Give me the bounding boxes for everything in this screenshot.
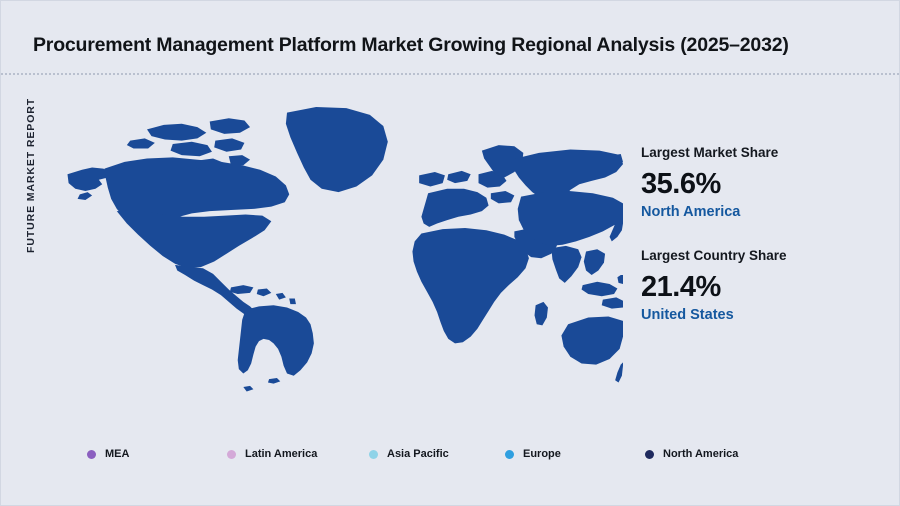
legend-dot-icon xyxy=(645,449,654,459)
region-central-east-asia xyxy=(517,191,623,246)
world-map xyxy=(63,87,623,407)
region-russia-northern-asia xyxy=(511,149,623,202)
legend-item[interactable]: Latin America xyxy=(227,448,317,460)
region-australia xyxy=(561,316,623,365)
statistics-panel: Largest Market Share 35.6% North America… xyxy=(641,145,881,323)
title-divider xyxy=(1,73,899,75)
stat-label: Largest Market Share xyxy=(641,145,779,160)
stat-label: Largest Country Share xyxy=(641,248,787,264)
legend-item[interactable]: Europe xyxy=(505,448,561,460)
source-watermark-label: FUTURE MARKET REPORT xyxy=(25,97,37,253)
region-south-america xyxy=(237,305,314,376)
region-greenland xyxy=(285,107,388,193)
legend-label: Europe xyxy=(523,448,561,460)
region-southeast-asia xyxy=(583,249,606,275)
world-map-svg xyxy=(67,107,623,392)
region-scandinavia xyxy=(481,145,524,178)
legend-label: Latin America xyxy=(245,448,318,460)
region-europe xyxy=(421,170,515,227)
region-japan xyxy=(609,214,623,242)
legend-item[interactable]: MEA xyxy=(87,448,129,460)
region-madagascar xyxy=(534,301,548,326)
region-united-states xyxy=(116,210,272,269)
region-maritime-southeast-asia xyxy=(581,275,623,309)
legend-label: Asia Pacific xyxy=(387,448,449,460)
region-canadian-arctic xyxy=(126,118,251,171)
region-india xyxy=(551,245,582,283)
stat-largest-market-share: Largest Market Share 35.6% North America xyxy=(641,145,881,220)
legend-dot-icon xyxy=(87,449,96,459)
stat-region: North America xyxy=(641,204,741,221)
stat-region: United States xyxy=(641,307,734,324)
region-alaska xyxy=(67,167,112,200)
page-title: Procurement Management Platform Market G… xyxy=(33,34,789,56)
region-iceland xyxy=(419,171,445,187)
region-south-atlantic-islands xyxy=(243,378,281,392)
legend-dot-icon xyxy=(369,449,378,459)
region-canada xyxy=(104,157,290,227)
landmass-group xyxy=(67,107,623,392)
region-mexico-central-america xyxy=(175,264,256,317)
stat-value: 21.4% xyxy=(641,271,721,304)
legend-label: North America xyxy=(663,448,739,460)
legend-label: MEA xyxy=(105,448,130,460)
region-new-zealand xyxy=(615,362,623,383)
stat-largest-country-share: Largest Country Share 21.4% United State… xyxy=(641,248,881,323)
map-legend: MEA Latin America Asia Pacific Europe North … xyxy=(87,448,787,468)
legend-dot-icon xyxy=(227,449,236,459)
region-caribbean xyxy=(229,285,296,305)
legend-dot-icon xyxy=(505,449,514,459)
stat-value: 35.6% xyxy=(641,168,721,200)
legend-item[interactable]: North America xyxy=(645,448,738,460)
region-africa xyxy=(412,227,529,344)
legend-item[interactable]: Asia Pacific xyxy=(369,448,449,460)
